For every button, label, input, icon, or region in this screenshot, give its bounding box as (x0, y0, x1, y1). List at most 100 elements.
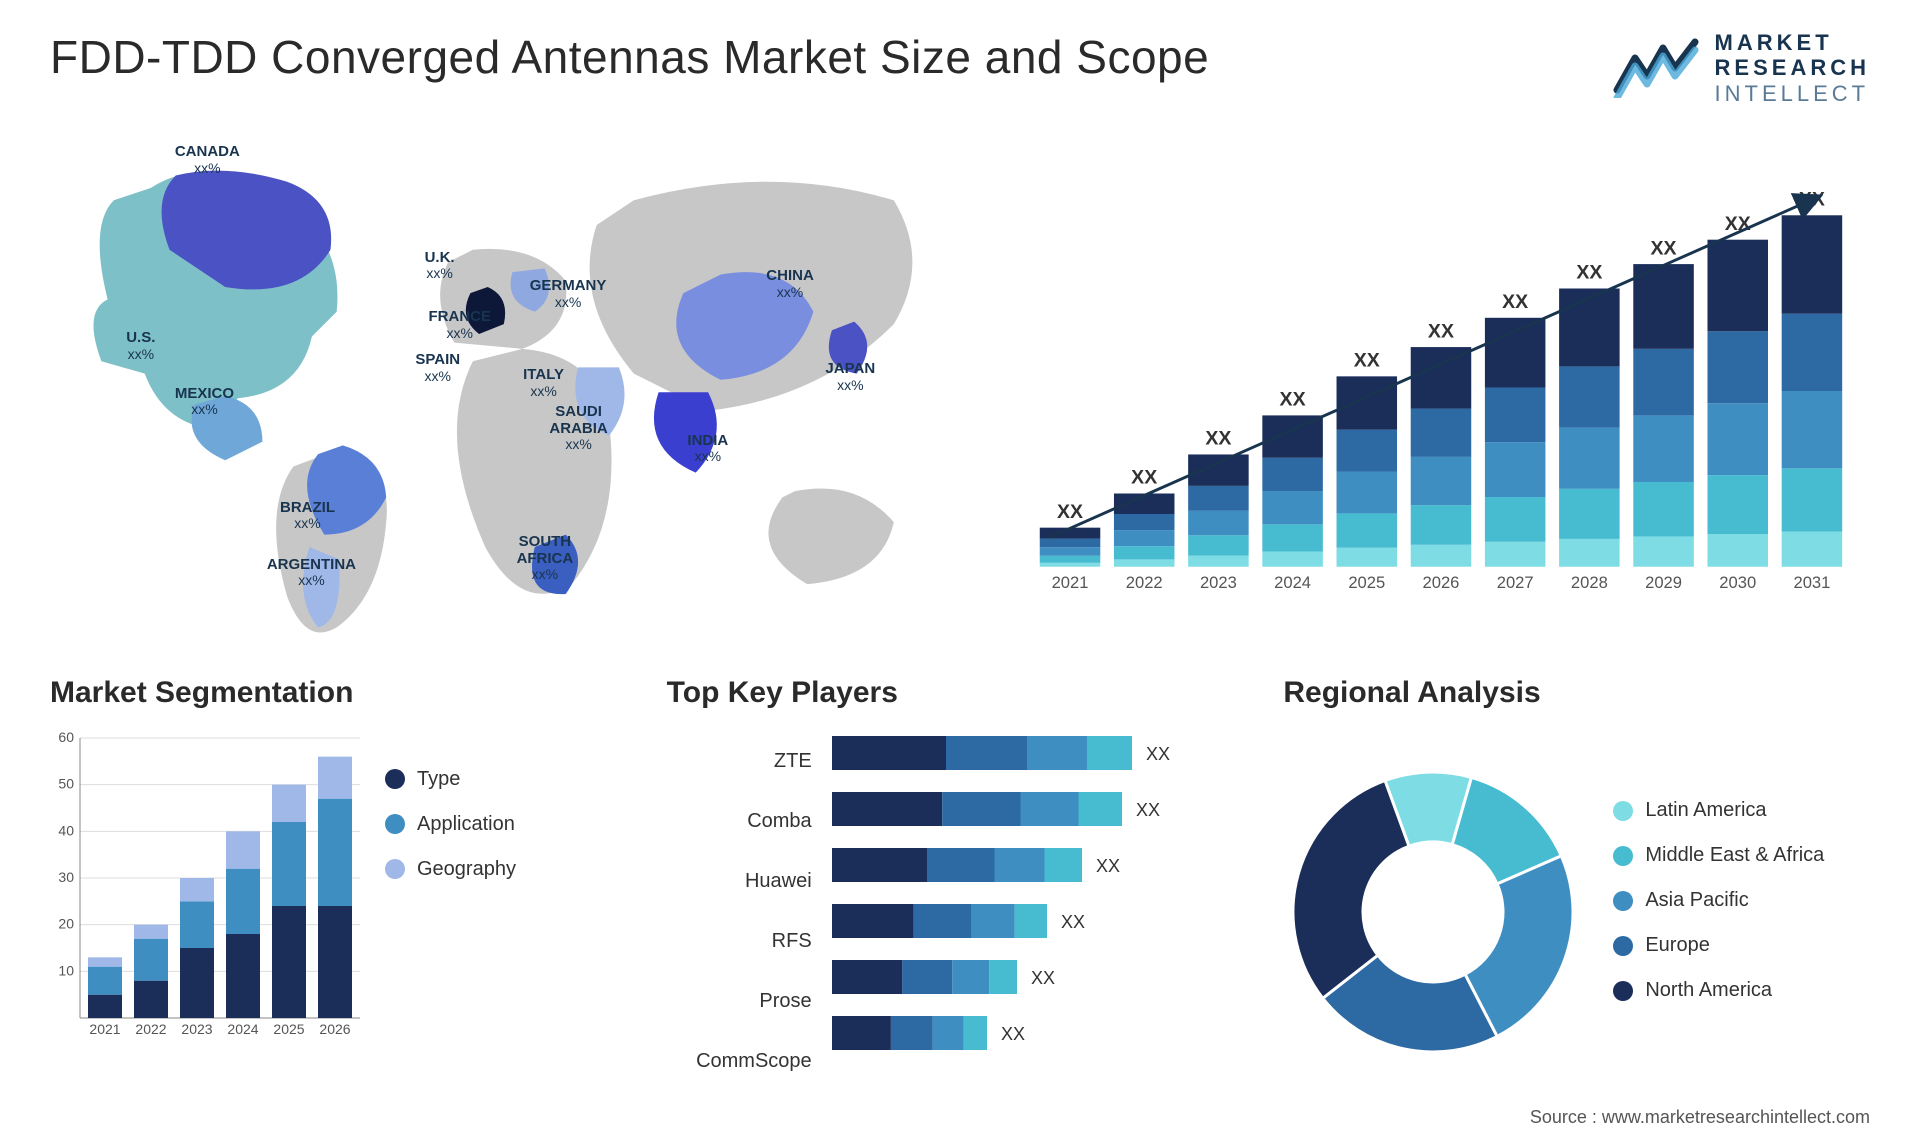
country-label: FRANCExx% (429, 309, 492, 342)
svg-text:XX: XX (1280, 389, 1306, 411)
growth-chart: XX 2021 XX 2022 XX 2023 XX 2024 XX 2025 XX 2026 XX 20… (1030, 136, 1850, 646)
legend-swatch (385, 859, 405, 879)
legend-swatch (1613, 846, 1633, 866)
source-text: Source : www.marketresearchintellect.com (1530, 1107, 1870, 1128)
svg-text:XX: XX (1001, 1024, 1025, 1044)
country-label: MEXICOxx% (175, 386, 234, 419)
svg-text:2026: 2026 (319, 1021, 350, 1037)
country-label: SAUDIARABIAxx% (549, 404, 607, 454)
player-label: CommScope (667, 1050, 812, 1073)
world-map-panel: CANADAxx% U.S.xx% MEXICOxx% BRAZILxx% ARGENT… (50, 126, 970, 646)
legend-swatch (1613, 936, 1633, 956)
legend-label: Geography (417, 858, 516, 881)
svg-text:2031: 2031 (1793, 573, 1830, 592)
legend-item: Type (385, 768, 637, 791)
svg-text:XX: XX (1136, 800, 1160, 820)
legend-swatch (1613, 891, 1633, 911)
svg-text:XX: XX (1428, 320, 1454, 342)
legend-label: Application (417, 813, 515, 836)
svg-text:XX: XX (1502, 291, 1528, 313)
country-label: ARGENTINAxx% (267, 557, 356, 590)
svg-text:XX: XX (1031, 968, 1055, 988)
svg-text:2023: 2023 (181, 1021, 212, 1037)
svg-text:2022: 2022 (1126, 573, 1163, 592)
svg-text:2022: 2022 (135, 1021, 166, 1037)
svg-text:XX: XX (1096, 856, 1120, 876)
legend-swatch (385, 814, 405, 834)
svg-text:2024: 2024 (1274, 573, 1311, 592)
brand-logo: MARKET RESEARCH INTELLECT (1613, 30, 1870, 106)
page-title: FDD-TDD Converged Antennas Market Size a… (50, 30, 1209, 84)
svg-text:2025: 2025 (1348, 573, 1385, 592)
legend-label: Middle East & Africa (1645, 844, 1824, 867)
svg-text:XX: XX (1205, 428, 1231, 450)
legend-item: Europe (1613, 934, 1870, 957)
svg-text:2027: 2027 (1497, 573, 1534, 592)
svg-text:2026: 2026 (1423, 573, 1460, 592)
country-label: ITALYxx% (523, 367, 564, 400)
country-label: CANADAxx% (175, 144, 240, 177)
player-label: Comba (667, 810, 812, 833)
svg-text:XX: XX (1651, 237, 1677, 259)
country-label: GERMANYxx% (530, 278, 607, 311)
country-label: U.S.xx% (126, 330, 155, 363)
svg-text:XX: XX (1057, 501, 1083, 523)
country-label: INDIAxx% (687, 433, 728, 466)
country-label: SPAINxx% (415, 352, 460, 385)
svg-text:2021: 2021 (1052, 573, 1089, 592)
regional-title: Regional Analysis (1283, 676, 1870, 710)
svg-text:2024: 2024 (227, 1021, 258, 1037)
logo-line3: INTELLECT (1715, 81, 1870, 106)
legend-item: North America (1613, 979, 1870, 1002)
country-label: CHINAxx% (766, 268, 814, 301)
legend-item: Geography (385, 858, 637, 881)
logo-icon (1613, 38, 1703, 98)
svg-text:2025: 2025 (273, 1021, 304, 1037)
legend-label: Latin America (1645, 799, 1766, 822)
country-label: BRAZILxx% (280, 500, 335, 533)
regional-panel: Regional Analysis Latin America Middle Ea… (1283, 676, 1870, 1096)
svg-text:2023: 2023 (1200, 573, 1237, 592)
segmentation-chart: 102030405060202120222023202420252026 (50, 728, 360, 1048)
legend-swatch (1613, 801, 1633, 821)
country-label: U.K.xx% (425, 250, 455, 283)
legend-swatch (385, 769, 405, 789)
legend-label: North America (1645, 979, 1772, 1002)
svg-text:2021: 2021 (89, 1021, 120, 1037)
legend-item: Latin America (1613, 799, 1870, 822)
player-label: ZTE (667, 750, 812, 773)
growth-chart-panel: XX 2021 XX 2022 XX 2023 XX 2024 XX 2025 XX 2026 XX 20… (1010, 126, 1870, 646)
legend-swatch (1613, 981, 1633, 1001)
player-label: Prose (667, 990, 812, 1013)
legend-label: Asia Pacific (1645, 889, 1748, 912)
region-aus (768, 488, 893, 584)
svg-text:2030: 2030 (1719, 573, 1756, 592)
logo-line1: MARKET (1715, 30, 1870, 55)
legend-item: Asia Pacific (1613, 889, 1870, 912)
svg-text:50: 50 (58, 776, 74, 792)
key-players-panel: Top Key Players ZTE Comba Huawei RFS Prose Co… (667, 676, 1254, 1096)
svg-text:2029: 2029 (1645, 573, 1682, 592)
key-players-title: Top Key Players (667, 676, 1254, 710)
legend-label: Europe (1645, 934, 1710, 957)
legend-item: Middle East & Africa (1613, 844, 1870, 867)
svg-text:2028: 2028 (1571, 573, 1608, 592)
svg-text:30: 30 (58, 869, 74, 885)
country-label: JAPANxx% (825, 361, 875, 394)
legend-item: Application (385, 813, 637, 836)
player-label: Huawei (667, 870, 812, 893)
key-players-chart: XX XX XX XX XX XX (832, 728, 1212, 1068)
svg-text:XX: XX (1576, 262, 1602, 284)
country-label: SOUTHAFRICAxx% (517, 534, 574, 584)
svg-text:XX: XX (1354, 349, 1380, 371)
segmentation-legend: Type Application Geography (385, 728, 637, 1096)
svg-text:XX: XX (1131, 467, 1157, 489)
segmentation-panel: Market Segmentation 10203040506020212022… (50, 676, 637, 1096)
segmentation-title: Market Segmentation (50, 676, 637, 710)
svg-text:60: 60 (58, 729, 74, 745)
player-label: RFS (667, 930, 812, 953)
svg-text:XX: XX (1061, 912, 1085, 932)
svg-text:XX: XX (1146, 744, 1170, 764)
regional-donut (1283, 762, 1583, 1062)
svg-text:10: 10 (58, 962, 74, 978)
